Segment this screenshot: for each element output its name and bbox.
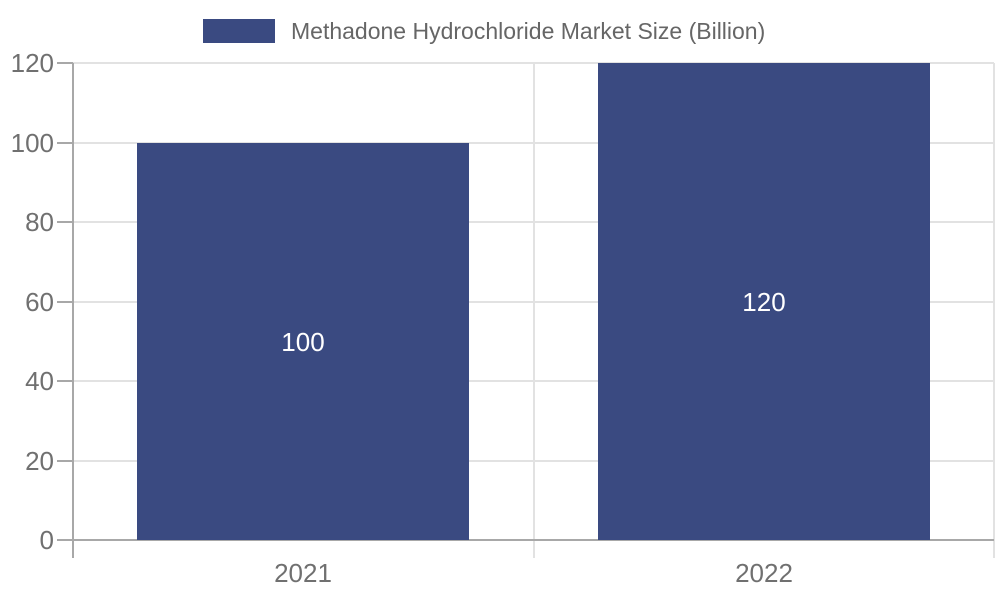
y-axis-tick: [57, 221, 73, 223]
y-tick-label: 120: [10, 48, 54, 78]
y-tick-label: 40: [25, 366, 54, 396]
legend: Methadone Hydrochloride Market Size (Bil…: [203, 17, 765, 45]
y-axis-tick: [57, 460, 73, 462]
y-axis-tick: [57, 301, 73, 303]
y-tick-label: 100: [10, 128, 54, 158]
x-tick-label: 2022: [735, 558, 793, 588]
y-axis-tick: [57, 142, 73, 144]
x-gridline: [993, 63, 995, 558]
y-axis-tick: [57, 539, 73, 541]
y-axis-tick: [57, 380, 73, 382]
y-tick-label: 80: [25, 207, 54, 237]
legend-label[interactable]: Methadone Hydrochloride Market Size (Bil…: [291, 18, 766, 44]
bar-value-label: 100: [281, 327, 325, 357]
y-axis-line: [72, 63, 74, 558]
y-axis-tick: [57, 62, 73, 64]
bar-2021[interactable]: [137, 143, 469, 540]
x-axis-line: [73, 539, 994, 541]
x-gridline: [533, 63, 535, 558]
bar-2022[interactable]: [598, 63, 930, 540]
y-tick-label: 60: [25, 287, 54, 317]
legend-swatch[interactable]: [203, 19, 275, 43]
y-tick-label: 20: [25, 446, 54, 476]
y-tick-label: 0: [39, 525, 54, 555]
bar-value-label: 120: [742, 287, 786, 317]
x-tick-label: 2021: [274, 558, 332, 588]
